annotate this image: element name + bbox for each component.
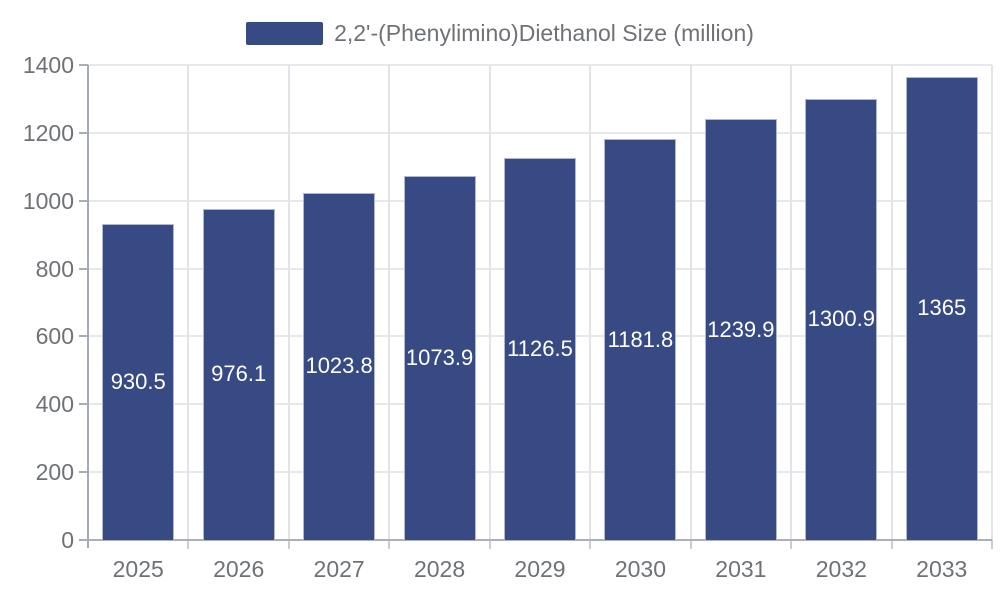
x-gridline	[488, 65, 491, 540]
y-axis-label: 1400	[22, 52, 74, 78]
bar-2027[interactable]	[303, 192, 376, 540]
x-gridline	[388, 65, 391, 540]
y-gridline	[88, 64, 992, 66]
x-axis-tick	[589, 540, 592, 549]
x-gridline	[187, 65, 190, 540]
y-axis-tick	[79, 64, 88, 66]
x-axis-tick	[890, 540, 893, 549]
y-axis-tick	[79, 267, 88, 270]
x-axis-label-2026: 2026	[213, 556, 265, 582]
bar-value-label-2026: 976.1	[211, 361, 267, 387]
bar-2028[interactable]	[403, 175, 476, 540]
x-gridline	[689, 65, 692, 540]
bar-value-label-2029: 1126.5	[507, 335, 573, 361]
bar-value-label-2027: 1023.8	[305, 353, 373, 379]
y-axis-tick	[79, 131, 88, 134]
x-gridline	[890, 65, 893, 540]
y-axis-label: 1200	[22, 119, 74, 146]
bar-2030[interactable]	[604, 139, 677, 540]
x-gridline	[589, 65, 592, 540]
x-axis-label-2033: 2033	[916, 556, 968, 582]
y-axis-label: 1000	[22, 187, 74, 214]
x-axis-tick	[388, 540, 391, 549]
x-axis-label-2032: 2032	[815, 556, 867, 582]
x-axis-label-2025: 2025	[112, 556, 164, 582]
y-axis-label: 200	[35, 459, 74, 486]
bar-2025[interactable]	[102, 224, 175, 540]
bar-value-label-2025: 930.5	[110, 369, 166, 395]
x-gridline	[287, 65, 290, 540]
x-axis-tick	[488, 540, 491, 549]
bar-value-label-2033: 1365	[917, 295, 967, 321]
bar-2029[interactable]	[504, 157, 576, 540]
y-axis-tick	[79, 403, 88, 406]
y-axis-label: 800	[35, 255, 74, 282]
y-axis-tick	[79, 199, 88, 202]
legend-swatch-icon	[246, 22, 324, 45]
x-axis-line	[88, 539, 992, 541]
x-axis-tick	[991, 540, 993, 549]
bar-2033[interactable]	[905, 76, 978, 540]
x-axis-label-2028: 2028	[413, 556, 466, 582]
y-axis-label: 600	[35, 323, 74, 350]
bar-2032[interactable]	[805, 98, 878, 540]
legend-label: 2,2'-(Phenylimino)Diethanol Size (millio…	[334, 20, 754, 46]
x-axis-label-2031: 2031	[715, 556, 767, 582]
y-gridline	[88, 131, 992, 134]
y-axis-label: 0	[61, 527, 74, 553]
bar-chart-plot: 0 200 400 600 800 1000 1200 1400 930.5 2025 976.1 2…	[23, 53, 993, 582]
legend[interactable]: 2,2'-(Phenylimino)Diethanol Size (millio…	[0, 20, 1000, 47]
bar-2026[interactable]	[202, 208, 275, 540]
y-axis-line	[87, 65, 89, 548]
bar-value-label-2031: 1239.9	[707, 316, 775, 342]
x-gridline	[991, 65, 993, 540]
x-axis-tick	[689, 540, 692, 549]
bar-2031[interactable]	[704, 119, 777, 540]
y-axis-tick	[79, 335, 88, 338]
x-axis-label-2030: 2030	[614, 556, 667, 582]
bar-value-label-2028: 1073.9	[405, 344, 474, 370]
x-axis-label-2027: 2027	[313, 556, 365, 582]
y-axis-tick	[79, 471, 88, 474]
x-axis-tick	[790, 540, 793, 549]
bar-value-label-2032: 1300.9	[807, 306, 875, 332]
y-axis-label: 400	[35, 391, 74, 418]
x-axis-label-2029: 2029	[514, 556, 566, 582]
x-axis-tick	[187, 540, 190, 549]
x-gridline	[790, 65, 793, 540]
bar-value-label-2030: 1181.8	[607, 326, 674, 352]
y-axis-tick	[79, 539, 88, 541]
x-axis-tick	[287, 540, 290, 549]
